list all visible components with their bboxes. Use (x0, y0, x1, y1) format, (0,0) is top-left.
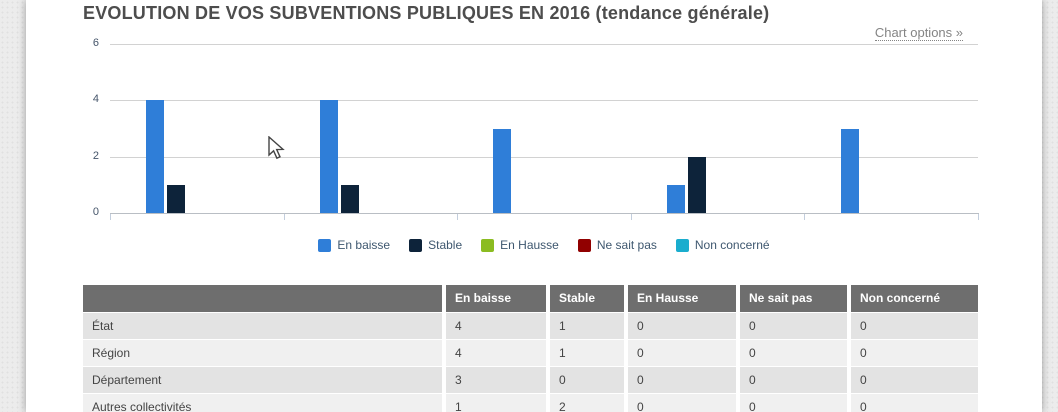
gridline-y6 (110, 44, 978, 45)
chart-legend: En baisse Stable En Hausse Ne sait pas Non c… (110, 238, 978, 252)
legend-swatch-icon (318, 238, 332, 252)
legend-item-en-baisse[interactable]: En baisse (318, 238, 390, 252)
y-axis-label: 0 (92, 206, 99, 218)
gridline-y4 (110, 100, 978, 102)
legend-item-ne-sait-pas[interactable]: Ne sait pas (577, 238, 657, 252)
table-header-row: En baisse Stable En Hausse Ne sait pas Non c… (83, 285, 978, 312)
row-value: 0 (847, 392, 978, 412)
row-value: 0 (736, 338, 849, 366)
table-header-cell: Non concerné (847, 285, 978, 312)
row-value: 0 (847, 365, 978, 393)
row-value: 0 (847, 338, 978, 366)
table-row: Autres collectivités 1 2 0 0 0 (83, 392, 978, 412)
row-value: 1 (546, 338, 626, 366)
table-header-cell: En Hausse (624, 285, 738, 312)
gridline-y2 (110, 156, 978, 158)
row-label: Autres collectivités (83, 392, 444, 412)
x-axis-tick (457, 214, 458, 220)
row-value: 0 (624, 365, 738, 393)
x-axis-tick (631, 214, 632, 220)
x-axis-tick (284, 214, 285, 220)
legend-label: En Hausse (500, 238, 559, 252)
row-value: 4 (442, 338, 548, 366)
table-row: État 4 1 0 0 0 (83, 311, 978, 339)
row-value: 1 (546, 311, 626, 339)
table-header-cell: Stable (546, 285, 626, 312)
row-value: 1 (442, 392, 548, 412)
row-value: 0 (624, 338, 738, 366)
legend-item-non-concerné[interactable]: Non concerné (675, 238, 770, 252)
legend-label: Non concerné (694, 238, 770, 252)
table-row: Département 3 0 0 0 0 (83, 365, 978, 393)
bar-stable[interactable] (340, 184, 359, 213)
legend-item-en-hausse[interactable]: En Hausse (481, 238, 559, 252)
row-label: Région (83, 338, 444, 366)
row-value: 0 (624, 311, 738, 339)
row-value: 4 (442, 311, 548, 339)
bar-en-baisse[interactable] (666, 184, 685, 213)
row-value: 3 (442, 365, 548, 393)
bar-chart: 0 2 4 6 (92, 37, 979, 220)
row-value: 0 (736, 365, 849, 393)
y-axis-label: 2 (92, 149, 99, 162)
legend-swatch-icon (409, 238, 423, 252)
chart-options-link[interactable]: Chart options » (874, 25, 963, 41)
statistics-table: En baisse Stable En Hausse Ne sait pas Non c… (83, 285, 978, 412)
row-value: 2 (546, 392, 626, 412)
legend-label: Stable (428, 238, 463, 252)
y-axis-label: 6 (92, 37, 99, 49)
table-header-cell: En baisse (442, 285, 548, 312)
bar-stable[interactable] (167, 184, 185, 213)
legend-swatch-icon (675, 238, 689, 252)
bar-en-baisse[interactable] (146, 100, 165, 213)
legend-label: Ne sait pas (596, 238, 657, 252)
table-header-cell (83, 285, 444, 312)
row-value: 0 (736, 311, 849, 339)
row-label: État (83, 311, 444, 339)
bar-en-baisse[interactable] (319, 100, 338, 213)
row-value: 0 (736, 392, 849, 412)
page-title: EVOLUTION DE VOS SUBVENTIONS PUBLIQUES E… (83, 3, 770, 23)
x-axis-line (110, 213, 979, 214)
mouse-cursor (268, 136, 285, 160)
bar-en-baisse[interactable] (840, 128, 859, 213)
row-value: 0 (546, 365, 626, 393)
legend-label: En baisse (337, 238, 391, 252)
y-axis-label: 4 (92, 93, 99, 106)
table-header-cell: Ne sait pas (736, 285, 849, 312)
legend-swatch-icon (481, 238, 495, 252)
bar-en-baisse[interactable] (493, 128, 512, 213)
row-value: 0 (847, 311, 978, 339)
legend-item-stable[interactable]: Stable (409, 238, 462, 252)
row-label: Département (83, 365, 444, 393)
x-axis-tick (804, 214, 805, 220)
x-axis-tick (978, 214, 979, 220)
x-axis-tick (110, 214, 111, 220)
legend-swatch-icon (577, 238, 591, 252)
row-value: 0 (624, 392, 738, 412)
table-row: Région 4 1 0 0 0 (83, 338, 978, 366)
bar-stable[interactable] (687, 156, 706, 213)
